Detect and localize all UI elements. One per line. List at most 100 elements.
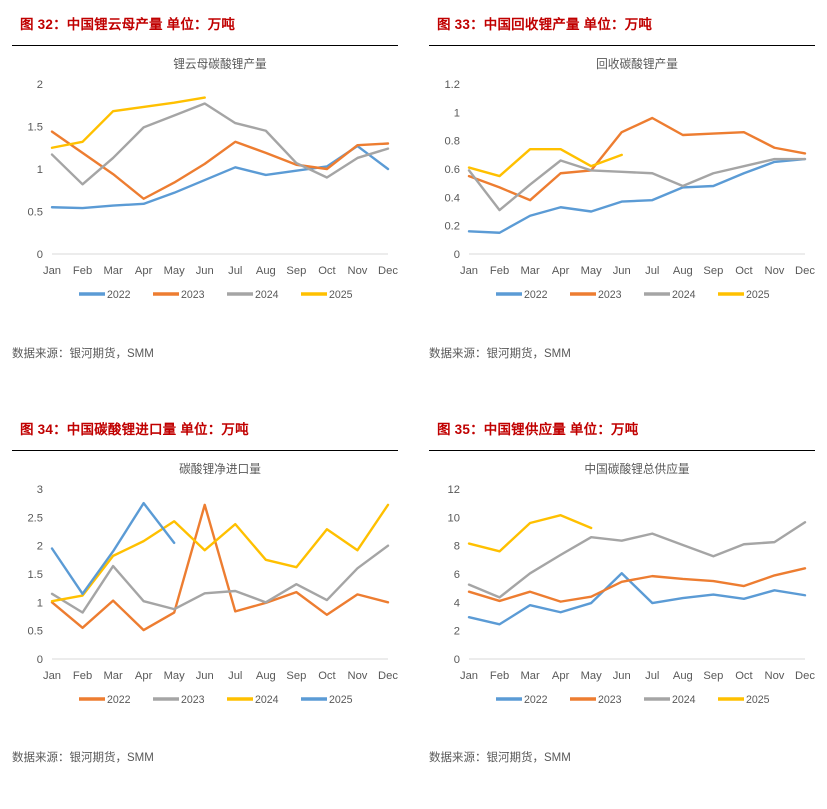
x-axis-tick-label: Oct: [318, 670, 336, 682]
x-axis-tick-label: Jun: [196, 670, 214, 682]
legend-label-2023: 2023: [181, 694, 205, 706]
x-axis-tick-label: Mar: [520, 265, 540, 277]
x-axis-tick-label: Feb: [490, 670, 509, 682]
panel-fig32: 图 32：中国锂云母产量 单位：万吨 锂云母碳酸锂产量 0 0.5 1 1.5 2 Jan F…: [0, 0, 410, 405]
figure-title-35: 图 35：中国锂供应量 单位：万吨: [437, 422, 639, 437]
x-axis-tick-label: Dec: [378, 670, 398, 682]
y-axis-tick-label: 12: [448, 484, 460, 496]
y-axis-tick-label: 0.8: [444, 136, 460, 148]
y-axis-tick-label: 0: [454, 654, 460, 666]
chart-fig35: 中国碳酸锂总供应量 0 2 4 6 8 10 12 Jan Feb Mar Apr May Jun Jul A…: [425, 455, 819, 717]
x-axis-tick-label: Apr: [135, 265, 153, 277]
series-line-2025: [467, 514, 593, 553]
x-axis-tick-label: Jul: [228, 670, 242, 682]
x-axis-tick-label: Mar: [103, 265, 123, 277]
y-axis-tick-label: 1: [37, 597, 43, 609]
x-axis-tick-label: Aug: [256, 670, 276, 682]
x-axis-tick-label: Sep: [703, 670, 723, 682]
chart-title: 锂云母碳酸锂产量: [173, 57, 267, 71]
series-line-2025: [50, 501, 176, 596]
figure-title-33: 图 33：中国回收锂产量 单位：万吨: [437, 17, 653, 32]
legend-label-2022: 2022: [107, 694, 131, 706]
x-axis-tick-label: Sep: [286, 670, 306, 682]
title-divider-34: [12, 450, 398, 451]
series-line-2024: [50, 503, 390, 603]
series-line-2022: [50, 144, 390, 210]
x-axis-tick-label: Mar: [103, 670, 123, 682]
legend-label-2023: 2023: [598, 289, 622, 301]
y-axis-tick-label: 0.2: [444, 221, 460, 233]
y-axis-tick-label: 4: [454, 597, 460, 609]
legend-label-2025: 2025: [746, 289, 770, 301]
chart-fig34: 碳酸锂净进口量 0 0.5 1 1.5 2 2.5 3 Jan Feb Mar Apr May Jun Ju…: [8, 455, 402, 717]
y-axis-tick-label: 8: [454, 541, 460, 553]
x-axis-tick-label: Feb: [73, 670, 92, 682]
x-axis-tick-label: May: [164, 670, 186, 682]
x-axis-tick-label: Jun: [613, 670, 631, 682]
x-axis-tick-label: Mar: [520, 670, 540, 682]
y-axis-tick-label: 1: [37, 164, 43, 176]
x-axis-tick-label: Nov: [348, 265, 368, 277]
x-axis-tick-label: Nov: [765, 670, 785, 682]
legend-label-2025: 2025: [329, 289, 353, 301]
figure-title-32: 图 32：中国锂云母产量 单位：万吨: [20, 17, 236, 32]
legend-label-2024: 2024: [255, 694, 279, 706]
panel-fig34: 图 34：中国碳酸锂进口量 单位：万吨 碳酸锂净进口量 0 0.5 1 1.5 2 2.5 3…: [0, 405, 410, 809]
y-axis-tick-label: 0.6: [444, 164, 460, 176]
column-gap-top: [410, 0, 417, 405]
legend-label-2022: 2022: [524, 694, 548, 706]
column-gap-bottom: [410, 405, 417, 809]
chart-svg: 碳酸锂净进口量 0 0.5 1 1.5 2 2.5 3 Jan Feb Mar Apr May Jun Ju…: [27, 462, 398, 706]
x-axis-tick-label: Dec: [378, 265, 398, 277]
y-axis-tick-label: 0: [37, 249, 43, 261]
x-axis-tick-label: Oct: [735, 670, 753, 682]
series-line-2023: [50, 544, 390, 614]
series-line-2023: [50, 130, 390, 200]
legend-label-2024: 2024: [255, 289, 279, 301]
x-axis-tick-label: Dec: [795, 265, 815, 277]
x-axis-tick-label: Sep: [286, 265, 306, 277]
source-note-35: 数据来源：银河期货，SMM: [429, 752, 571, 764]
x-axis-tick-label: Jan: [460, 670, 478, 682]
title-divider-33: [429, 45, 815, 46]
x-axis-tick-label: Apr: [552, 670, 570, 682]
y-axis-tick-label: 0.4: [444, 192, 460, 204]
series-line-2022: [467, 157, 807, 234]
x-axis-tick-label: Aug: [673, 670, 693, 682]
x-axis-tick-label: Aug: [256, 265, 276, 277]
source-note-34: 数据来源：银河期货，SMM: [12, 752, 154, 764]
x-axis-tick-label: Oct: [318, 265, 336, 277]
legend-label-2022: 2022: [524, 289, 548, 301]
legend-label-2024: 2024: [672, 694, 696, 706]
y-axis-tick-label: 6: [454, 569, 460, 581]
legend-label-2023: 2023: [181, 289, 205, 301]
title-divider-32: [12, 45, 398, 46]
series-line-2023: [467, 567, 807, 603]
x-axis-tick-label: Feb: [490, 265, 509, 277]
x-axis-tick-label: May: [581, 670, 603, 682]
y-axis-tick-label: 1.5: [27, 122, 43, 134]
x-axis-tick-label: Jul: [228, 265, 242, 277]
legend-label-2023: 2023: [598, 694, 622, 706]
x-axis-tick-label: Jan: [43, 670, 61, 682]
series-line-2025: [467, 147, 623, 178]
chart-title: 中国碳酸锂总供应量: [584, 462, 690, 476]
series-line-2024: [467, 157, 807, 212]
legend-label-2025: 2025: [746, 694, 770, 706]
y-axis-tick-label: 0.5: [27, 626, 43, 638]
x-axis-tick-label: Jan: [460, 265, 478, 277]
x-axis-tick-label: Jun: [613, 265, 631, 277]
y-axis-tick-label: 2: [454, 626, 460, 638]
x-axis-tick-label: Feb: [73, 265, 92, 277]
chart-svg: 锂云母碳酸锂产量 0 0.5 1 1.5 2 Jan Feb Mar Apr May Jun Jul Au…: [27, 57, 398, 301]
chart-title: 碳酸锂净进口量: [179, 462, 261, 476]
x-axis-tick-label: Jul: [645, 265, 659, 277]
x-axis-tick-label: May: [164, 265, 186, 277]
chart-svg: 回收碳酸锂产量 0 0.2 0.4 0.6 0.8 1 1.2 Jan Feb Mar Apr May J…: [444, 57, 815, 301]
x-axis-tick-label: Aug: [673, 265, 693, 277]
series-line-2022: [467, 572, 807, 626]
x-axis-tick-label: Jun: [196, 265, 214, 277]
source-note-32: 数据来源：银河期货，SMM: [12, 348, 154, 360]
x-axis-tick-label: Apr: [135, 670, 153, 682]
